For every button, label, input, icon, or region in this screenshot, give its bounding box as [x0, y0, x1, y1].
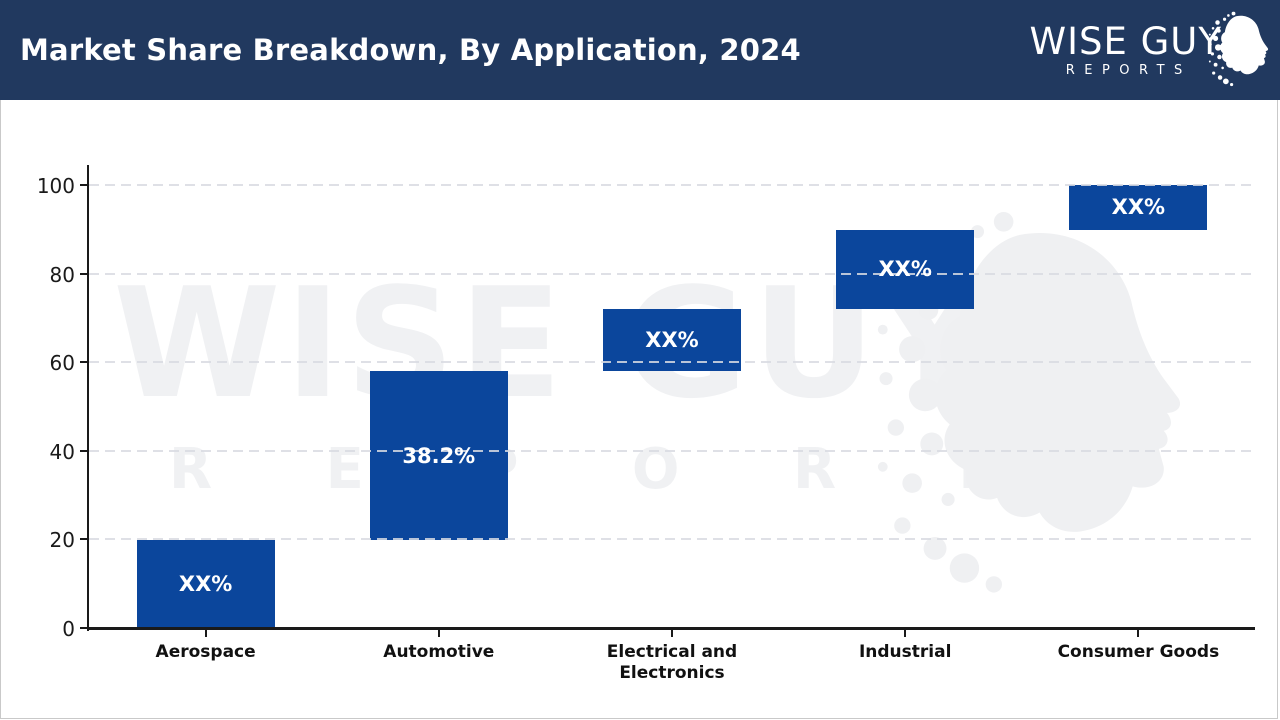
bar: [369, 371, 508, 541]
y-axis-line: [87, 165, 89, 631]
plot-area: 0 20 40 60 80 100 Aerospace XX% Automotive 38.2% E…: [1, 100, 1277, 718]
x-tick-mark: [671, 630, 673, 637]
y-tick-label: 60: [49, 351, 75, 376]
y-tick-mark: [80, 184, 87, 187]
bar-value-label: XX%: [878, 257, 932, 282]
grid-line: [89, 272, 1255, 275]
bar: [136, 540, 275, 628]
grid-line: [89, 449, 1255, 452]
bar-value-label: XX%: [178, 572, 233, 597]
x-axis-line: [87, 627, 1255, 630]
brand-logo: WISE GUY REPORTS: [1030, 10, 1270, 90]
x-tick-label: Consumer Goods: [1057, 642, 1220, 662]
bar-value-label: 38.2%: [402, 443, 476, 468]
brand-logo-text: WISE GUY REPORTS: [1030, 23, 1222, 77]
y-tick-mark: [80, 449, 87, 452]
x-tick-label: Automotive: [383, 642, 495, 662]
header: Market Share Breakdown, By Application, …: [0, 0, 1280, 100]
bar-value-label: XX%: [645, 328, 699, 353]
y-tick-label: 40: [49, 439, 75, 464]
y-tick-mark: [80, 538, 87, 541]
x-tick-label: Aerospace: [155, 642, 256, 662]
x-tick-label: Electrical and Electronics: [606, 642, 738, 684]
y-tick-label: 80: [49, 262, 75, 287]
x-tick-mark: [1137, 630, 1140, 637]
x-tick-mark: [437, 630, 440, 637]
grid-line: [89, 361, 1255, 364]
x-tick-label: Industrial: [858, 642, 952, 662]
y-tick-mark: [80, 361, 87, 364]
logo-wordmark: WISE GUY: [1029, 20, 1222, 63]
bar: [603, 309, 741, 372]
grid-line: [89, 538, 1255, 541]
page-title: Market Share Breakdown, By Application, …: [20, 33, 801, 67]
y-tick-mark: [80, 272, 87, 275]
x-tick-mark: [204, 630, 207, 637]
bar-value-label: XX%: [1111, 195, 1166, 220]
y-tick-label: 20: [49, 528, 75, 553]
chart-area: WISE GUY R E P O R T S 0 20 40 60 80 100 Aeros…: [0, 100, 1278, 719]
y-tick-mark: [80, 627, 87, 629]
y-tick-label: 0: [62, 617, 75, 641]
x-tick-mark: [904, 630, 907, 637]
logo-head-icon: [1206, 10, 1270, 90]
logo-subtext: REPORTS: [1065, 63, 1192, 78]
grid-line: [89, 184, 1255, 187]
y-tick-label: 100: [36, 174, 75, 199]
